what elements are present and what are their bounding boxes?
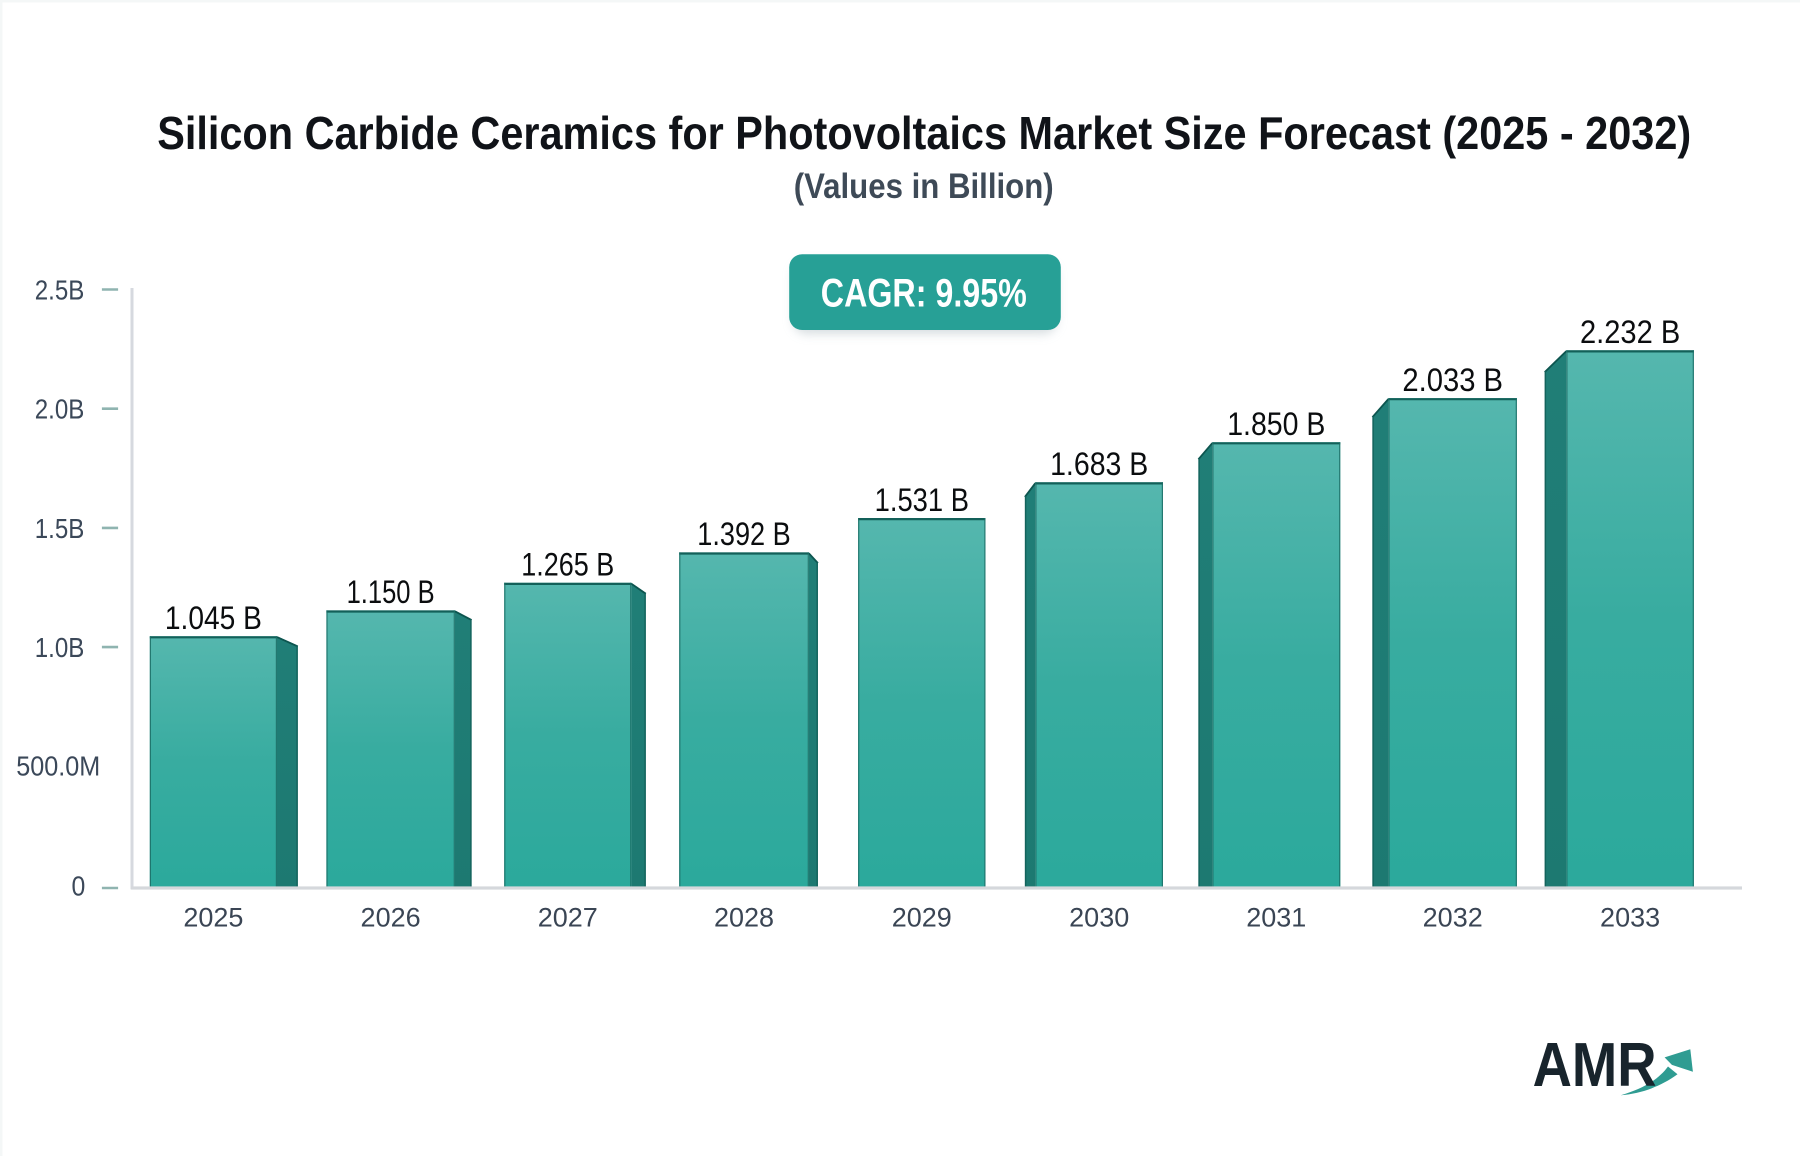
svg-text:1.5B: 1.5B	[35, 513, 85, 544]
svg-text:2.0B: 2.0B	[35, 394, 85, 425]
svg-text:(Values in Billion): (Values in Billion)	[794, 167, 1054, 206]
svg-text:1.265 B: 1.265 B	[521, 547, 614, 583]
svg-text:2.232 B: 2.232 B	[1580, 314, 1680, 350]
svg-text:1.045 B: 1.045 B	[165, 600, 262, 636]
svg-text:2027: 2027	[538, 903, 598, 933]
svg-text:0: 0	[72, 871, 86, 902]
svg-text:2025: 2025	[183, 903, 243, 933]
svg-text:Silicon Carbide Ceramics for P: Silicon Carbide Ceramics for Photovoltai…	[157, 107, 1691, 159]
svg-text:CAGR: 9.95%: CAGR: 9.95%	[821, 271, 1027, 315]
svg-text:2033: 2033	[1600, 903, 1660, 933]
svg-text:2029: 2029	[892, 903, 952, 933]
svg-text:2028: 2028	[714, 903, 774, 933]
svg-text:2032: 2032	[1423, 903, 1483, 933]
svg-text:2030: 2030	[1069, 903, 1129, 933]
svg-text:500.0M: 500.0M	[16, 750, 100, 781]
svg-text:1.150 B: 1.150 B	[347, 574, 435, 610]
svg-text:2026: 2026	[361, 903, 421, 933]
svg-text:1.850 B: 1.850 B	[1227, 406, 1325, 442]
svg-text:1.0B: 1.0B	[35, 632, 85, 663]
svg-text:2.033 B: 2.033 B	[1402, 362, 1503, 398]
svg-text:1.683 B: 1.683 B	[1050, 446, 1148, 482]
svg-text:2031: 2031	[1246, 903, 1306, 933]
svg-text:1.392 B: 1.392 B	[697, 516, 791, 552]
svg-text:AMR: AMR	[1533, 1031, 1657, 1100]
svg-text:2.5B: 2.5B	[35, 275, 85, 306]
svg-text:1.531 B: 1.531 B	[875, 482, 969, 518]
